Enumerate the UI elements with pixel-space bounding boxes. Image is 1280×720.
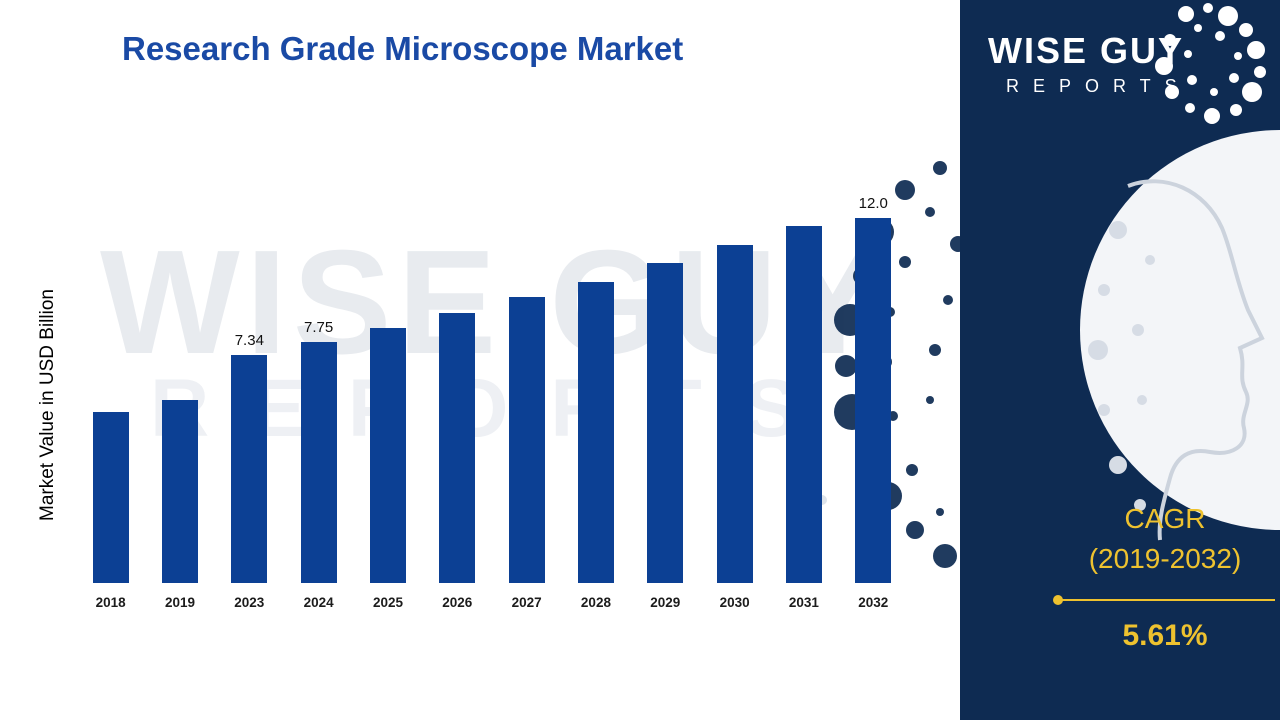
y-axis-label: Market Value in USD Billion [37,289,58,521]
page-title: Research Grade Microscope Market [122,30,684,67]
bar-column: 12.0 2032 [839,195,908,610]
bar-column: 2025 [353,195,422,610]
bar [369,328,406,583]
cagr-value: 5.61% [1122,619,1208,652]
bar-column: 2028 [561,195,630,610]
bar [300,342,337,583]
bar [161,400,198,583]
bar-column: 2027 [492,195,561,610]
x-tick-label: 2032 [858,595,889,610]
bar-column: 7.34 2023 [215,195,284,610]
bar [716,245,753,583]
x-tick-label: 2019 [164,595,195,610]
bar-column: 2018 [76,195,145,610]
x-tick-label: 2031 [788,595,819,610]
bar-value-label: 7.75 [304,319,334,336]
cagr-divider [1053,595,1275,605]
bar [231,355,268,583]
bar-column: 2019 [145,195,214,610]
x-tick-label: 2030 [719,595,750,610]
bar [577,282,614,583]
bar-column: 2026 [423,195,492,610]
x-tick-label: 2026 [442,595,473,610]
cagr-block: CAGR (2019-2032) 5.61% [1053,503,1275,653]
brand-logo-wordmark: WISE GUY [988,30,1185,71]
x-tick-label: 2028 [580,595,611,610]
cagr-range: (2019-2032) [1088,543,1242,574]
bar-column: 7.75 2024 [284,195,353,610]
brand-logo: WISE GUY REPORTS [988,30,1191,97]
bar [785,226,822,583]
cagr-label: CAGR [1124,503,1206,534]
brand-logo-subtext: REPORTS [1006,76,1191,96]
bar [647,263,684,583]
bar-column: 2031 [769,195,838,610]
bar [92,412,129,583]
bar [855,218,892,583]
x-tick-label: 2024 [303,595,334,610]
bar-value-label: 7.34 [234,332,264,349]
bar-chart-plot-area: 2018 2019 7.34 2023 7.75 2024 2025 2026 2027 2028… [76,195,908,610]
x-tick-label: 2025 [372,595,403,610]
bar [508,297,545,583]
x-tick-label: 2027 [511,595,542,610]
bar [439,313,476,583]
bar-value-label: 12.0 [858,195,888,212]
x-tick-label: 2029 [650,595,681,610]
bar-column: 2030 [700,195,769,610]
bar-column: 2029 [631,195,700,610]
x-tick-label: 2023 [234,595,265,610]
x-tick-label: 2018 [95,595,126,610]
